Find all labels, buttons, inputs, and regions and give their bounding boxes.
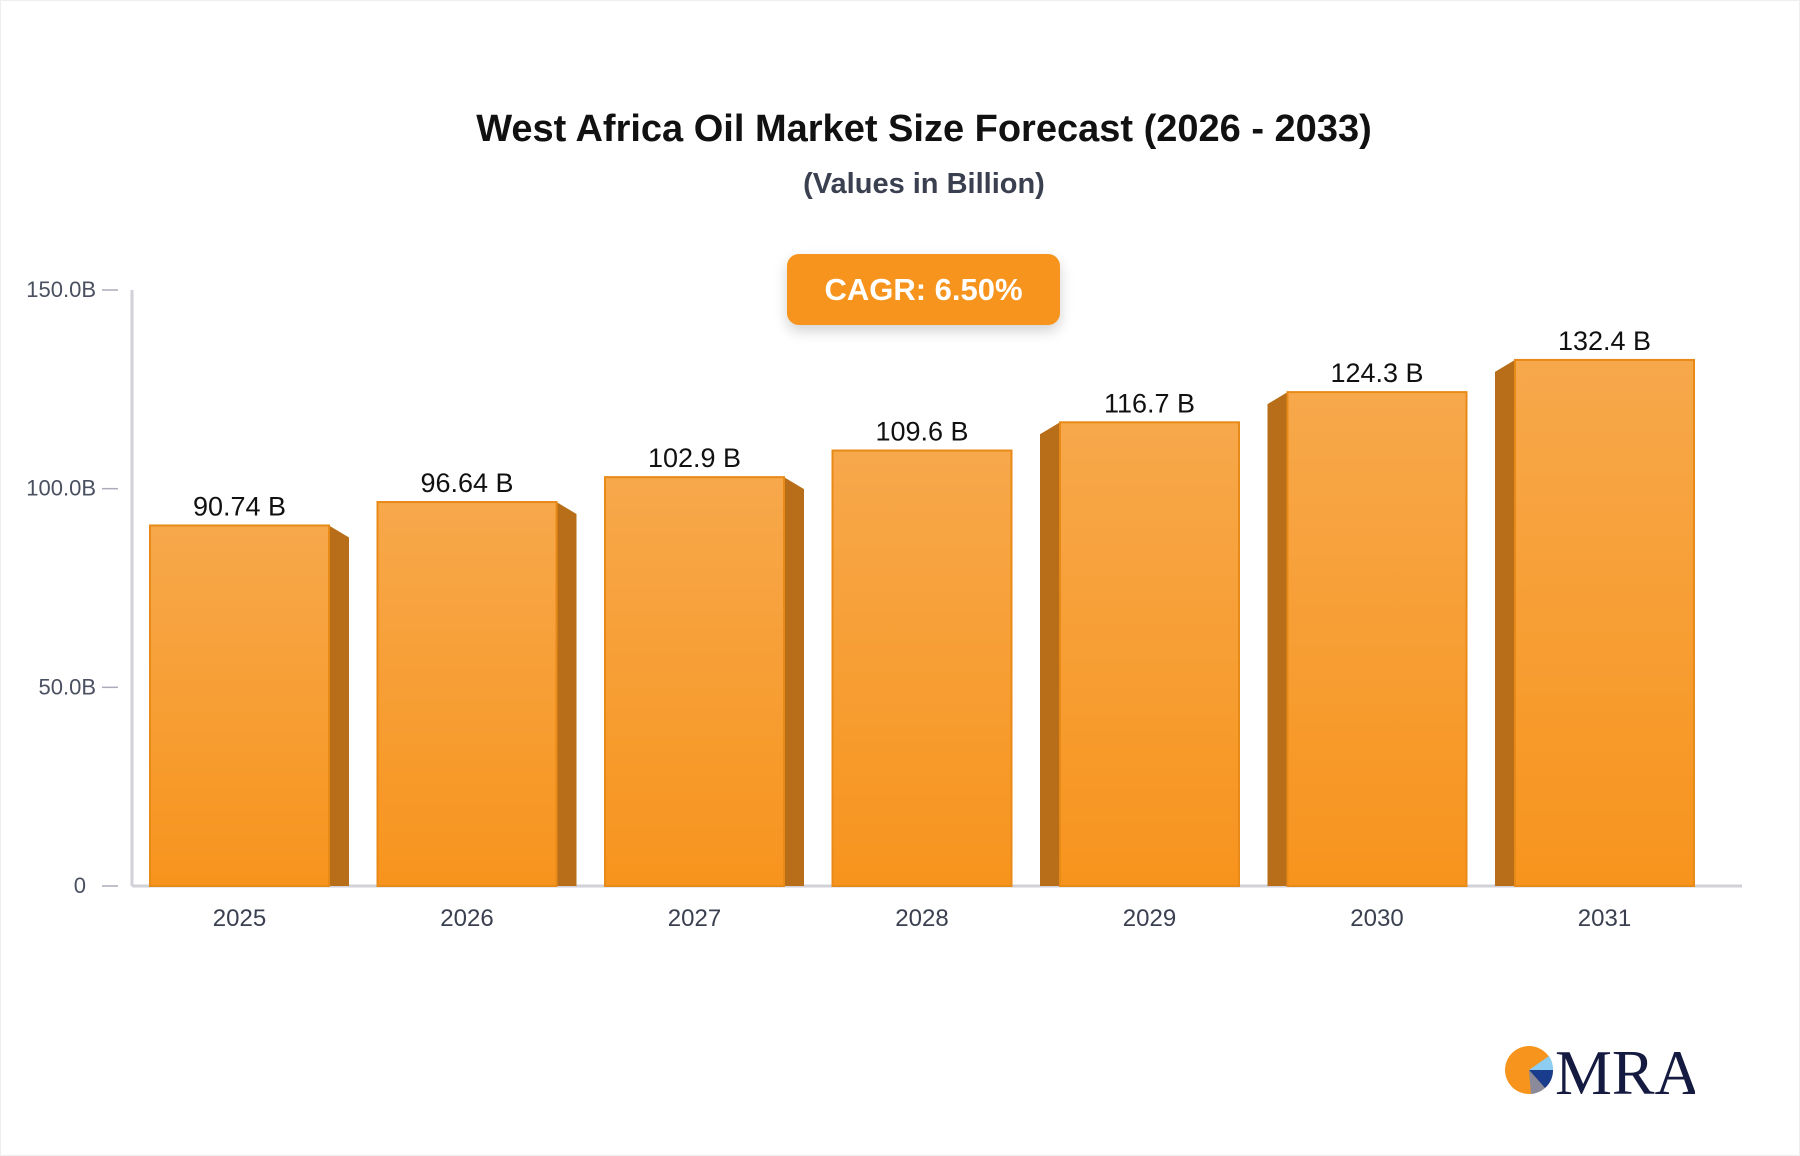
svg-text:MRA: MRA <box>1555 1040 1695 1100</box>
chart-subtitle: (Values in Billion) <box>803 168 1045 200</box>
data-label: 116.7 B <box>1104 388 1195 418</box>
bar-2028 <box>831 449 1013 887</box>
y-tick-label: 100.0B <box>26 476 96 501</box>
bar-side <box>1040 422 1060 886</box>
data-label: 124.3 B <box>1330 358 1423 388</box>
bar-2030 <box>1286 391 1468 887</box>
bar-side <box>784 477 804 886</box>
bar-side <box>1267 392 1288 886</box>
data-label: 96.64 B <box>420 468 513 498</box>
bar-chart: 0 50.0B 100.0B 150.0B 90.74 B 2025 96.64 B 2026… <box>26 277 1742 932</box>
x-tick-label: 2031 <box>1578 905 1631 932</box>
mra-logo: MRA <box>1505 1040 1695 1100</box>
bar-side <box>556 502 577 886</box>
x-tick-label: 2027 <box>668 905 721 932</box>
bar-2031 <box>1514 358 1695 887</box>
x-tick-label: 2025 <box>213 905 266 932</box>
data-label: 109.6 B <box>875 417 968 447</box>
y-tick-label: 150.0B <box>26 277 96 302</box>
bar-side <box>329 525 349 886</box>
x-tick-label: 2026 <box>440 905 493 932</box>
data-label: 102.9 B <box>648 443 741 473</box>
bar-2026 <box>376 501 558 887</box>
x-tick-label: 2028 <box>895 905 948 932</box>
bar-2029 <box>1059 421 1240 887</box>
y-tick-label: 0 <box>74 873 86 898</box>
chart-title: West Africa Oil Market Size Forecast (20… <box>476 108 1372 150</box>
bar-side <box>1495 359 1515 886</box>
y-tick-label: 50.0B <box>39 674 97 699</box>
x-tick-label: 2030 <box>1350 905 1403 932</box>
cagr-badge: CAGR: 6.50% <box>787 254 1060 325</box>
bar-2025 <box>149 524 330 887</box>
data-label: 132.4 B <box>1558 326 1651 356</box>
x-tick-label: 2029 <box>1123 905 1176 932</box>
bar-2027 <box>604 476 785 887</box>
data-label: 90.74 B <box>193 491 286 521</box>
